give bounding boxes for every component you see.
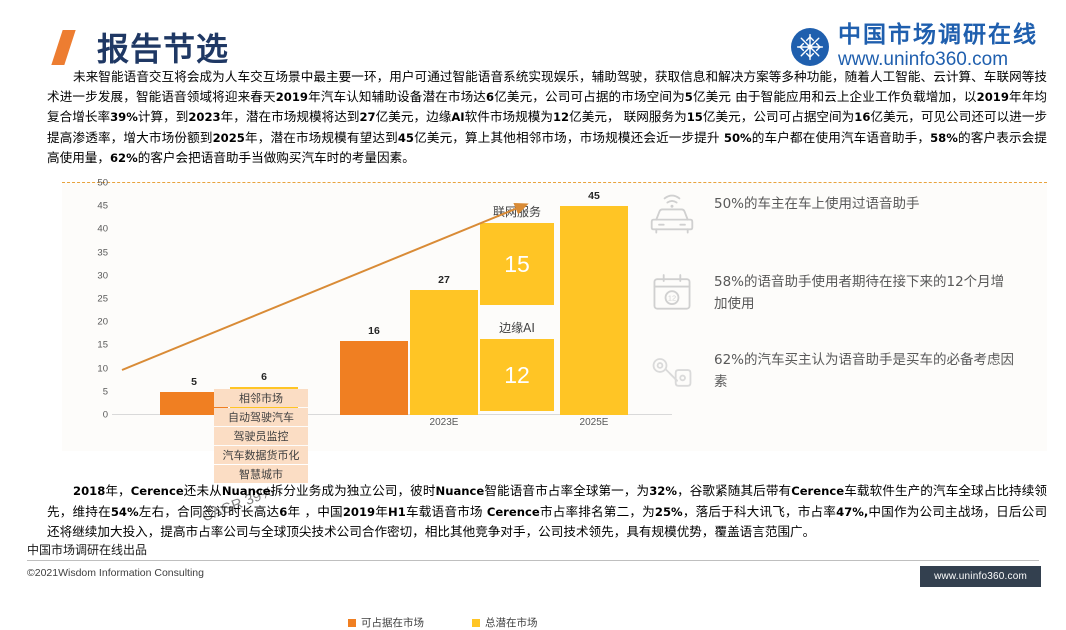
footer-divider [27,560,1039,561]
brand-name-cn: 中国市场调研在线 [838,22,1038,48]
x-axis-tick: 2025E [579,417,609,428]
stat-row: 62%的汽车买主认为语音助手是买车的必备考虑因素 [648,349,1048,393]
chart-legend: 可占据在市场 总潜在市场 [348,615,538,630]
bar-value-label: 45 [588,190,600,203]
footer-url-badge[interactable]: www.uninfo360.com [920,566,1041,587]
legend-item[interactable]: 可占据在市场 [348,615,424,630]
stats-list: 50%的车主在车上使用过语音助手 12 58%的语音助手使用者期待在接下来的12… [648,193,1048,427]
callout-title: 边缘AI [499,321,535,335]
adjacent-markets-list: 相邻市场 自动驾驶汽车 驾驶员监控 汽车数据货币化 智慧城市 [214,389,308,484]
slide-header: 报告节选 中国市场调研在线 www.uninfo360.com [0,0,1066,70]
y-axis-tick: 0 [102,409,108,421]
legend-swatch-icon [472,618,480,627]
y-axis-tick: 25 [97,293,108,305]
chart-callout: 边缘AI 12 [480,321,554,411]
legend-item[interactable]: 总潜在市场 [472,615,538,630]
callout-value: 15 [480,223,554,305]
chart-bar: 16 [340,325,408,415]
x-axis-labels: 2019A2023E2025E [112,417,672,435]
stat-row: 50%的车主在车上使用过语音助手 [648,193,1048,237]
legend-swatch-icon [348,618,356,627]
bar-value-label: 6 [261,371,267,384]
calendar-12-icon: 12 [653,274,691,310]
adjacent-market-item: 智慧城市 [214,465,308,483]
y-axis: 0 5 10 15 20 25 30 35 40 45 50 [82,178,108,421]
brand-logo: 中国市场调研在线 www.uninfo360.com [791,24,1038,69]
plot-area: 5 6 16 27 45 联网服务 15 边缘AI 12 [112,183,672,415]
title-accent-slash-icon [51,30,76,65]
chart-bar: 27 [410,274,478,415]
brand-url: www.uninfo360.com [838,49,1009,70]
y-axis-tick: 20 [97,316,108,328]
bar-value-label: 16 [368,324,380,337]
legend-label: 可占据在市场 [361,617,424,629]
x-axis-tick: 2023E [429,417,459,428]
footer-source: 中国市场调研在线出品 [27,543,148,557]
callout-title: 联网服务 [492,205,541,219]
chart-bar: 45 [560,190,628,415]
y-axis-tick: 35 [97,247,108,259]
bar-value-label: 5 [191,375,197,388]
adjacent-market-item: 汽车数据货币化 [214,446,308,464]
chart-panel: 0 5 10 15 20 25 30 35 40 45 50 5 6 16 27 45 联网服务 15 边缘AI 1… [62,178,1047,629]
legend-label: 总潜在市场 [485,617,538,629]
y-axis-tick: 50 [97,177,108,189]
bar-value-label: 27 [438,273,450,286]
car-voice-icon [650,194,694,234]
y-axis-tick: 40 [97,223,108,235]
svg-text:12: 12 [668,293,676,302]
snowflake-logo-icon [791,27,829,66]
closing-paragraph: 2018年，Cerence还未从Nuance拆分业务成为独立公司，彼时Nuanc… [47,483,1048,539]
adjacent-market-item: 相邻市场 [214,389,308,407]
y-axis-tick: 45 [97,200,108,212]
footer-copyright: ©2021Wisdom Information Consulting [27,567,204,579]
y-axis-tick: 15 [97,339,108,351]
stat-text: 50%的车主在车上使用过语音助手 [714,196,920,212]
page-title: 报告节选 [97,30,230,68]
car-keys-icon [652,358,692,387]
stat-row: 12 58%的语音助手使用者期待在接下来的12个月增加使用 [648,271,1048,315]
adjacent-market-item: 驾驶员监控 [214,427,308,445]
bar-chart: 0 5 10 15 20 25 30 35 40 45 50 5 6 16 27 45 联网服务 15 边缘AI 1… [62,178,682,451]
stat-text: 62%的汽车买主认为语音助手是买车的必备考虑因素 [714,352,1015,390]
y-axis-tick: 10 [97,363,108,375]
intro-paragraph: 未来智能语音交互将会成为人车交互场景中最主要一环，用户可通过智能语音系统实现娱乐… [47,69,1048,165]
adjacent-market-item: 自动驾驶汽车 [214,408,308,426]
stat-text: 58%的语音助手使用者期待在接下来的12个月增加使用 [714,274,1005,312]
chart-callout: 联网服务 15 [480,205,554,305]
chart-bar: 5 [160,376,228,415]
callout-value: 12 [480,339,554,411]
y-axis-tick: 5 [102,386,108,398]
y-axis-tick: 30 [97,270,108,282]
